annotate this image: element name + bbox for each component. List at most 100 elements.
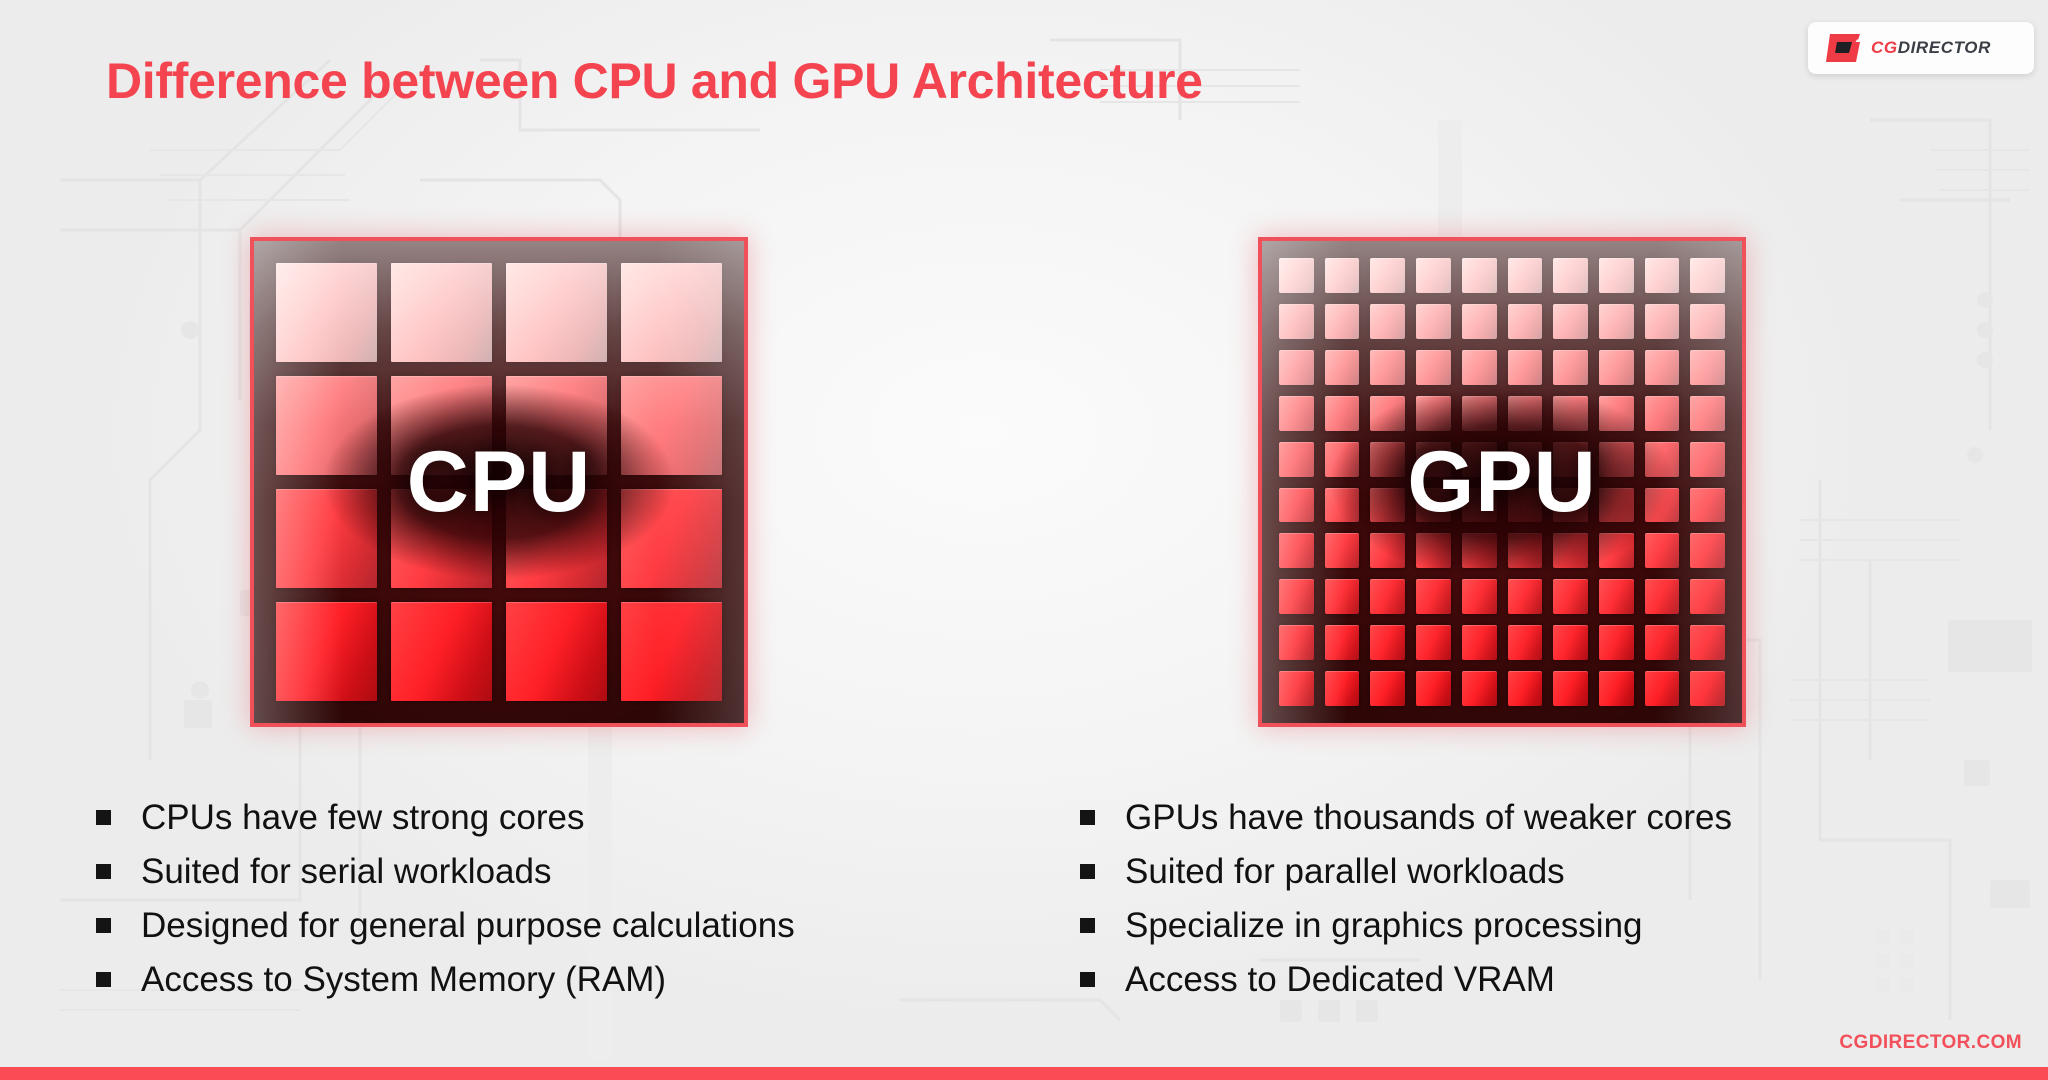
gpu-core xyxy=(1461,258,1497,293)
gpu-core xyxy=(1690,395,1725,431)
gpu-core xyxy=(1416,671,1451,706)
gpu-chip-illustration: GPU xyxy=(1258,237,1746,727)
cpu-core xyxy=(391,602,492,701)
gpu-core xyxy=(1553,671,1588,706)
list-item-label: Specialize in graphics processing xyxy=(1125,906,1643,945)
cpu-core xyxy=(391,263,492,362)
gpu-core xyxy=(1598,303,1634,339)
gpu-core xyxy=(1416,625,1451,661)
list-item: Specialize in graphics processing xyxy=(1080,908,1732,962)
gpu-core xyxy=(1416,395,1451,431)
footer-accent-bar xyxy=(0,1067,2048,1080)
gpu-core xyxy=(1416,533,1451,569)
gpu-core xyxy=(1370,303,1406,339)
gpu-core xyxy=(1598,349,1634,385)
cpu-chip-label: CPU xyxy=(406,434,592,530)
gpu-core xyxy=(1553,395,1588,431)
gpu-core xyxy=(1370,625,1406,661)
list-item: GPUs have thousands of weaker cores xyxy=(1080,800,1732,854)
gpu-core xyxy=(1553,625,1588,661)
gpu-core xyxy=(1324,395,1360,431)
gpu-core xyxy=(1553,579,1588,615)
gpu-core xyxy=(1279,395,1314,431)
gpu-core xyxy=(1507,395,1543,431)
bullet-square-icon xyxy=(96,918,111,933)
gpu-core xyxy=(1507,671,1543,706)
gpu-core xyxy=(1279,533,1314,569)
gpu-core xyxy=(1507,625,1543,661)
gpu-core xyxy=(1644,579,1680,615)
page-title: Difference between CPU and GPU Architect… xyxy=(106,53,1203,109)
list-item-label: GPUs have thousands of weaker cores xyxy=(1125,798,1732,837)
gpu-core xyxy=(1370,258,1406,293)
gpu-core xyxy=(1324,579,1360,615)
cpu-chip-illustration: CPU xyxy=(250,237,748,727)
gpu-core xyxy=(1461,625,1497,661)
cpu-core xyxy=(621,263,722,362)
gpu-chip-label: GPU xyxy=(1407,434,1597,530)
gpu-core xyxy=(1461,671,1497,706)
gpu-core xyxy=(1279,579,1314,615)
gpu-core xyxy=(1598,579,1634,615)
bullet-square-icon xyxy=(1080,810,1095,825)
cpu-core xyxy=(506,263,607,362)
footer-watermark: CGDIRECTOR.COM xyxy=(1839,1032,2022,1053)
gpu-core xyxy=(1598,625,1634,661)
gpu-core xyxy=(1461,303,1497,339)
gpu-core xyxy=(1461,395,1497,431)
gpu-core xyxy=(1507,533,1543,569)
gpu-core xyxy=(1690,579,1725,615)
gpu-core xyxy=(1690,533,1725,569)
gpu-core xyxy=(1416,349,1451,385)
gpu-core xyxy=(1416,303,1451,339)
gpu-core xyxy=(1416,258,1451,293)
gpu-core xyxy=(1507,579,1543,615)
cgdirector-logo-badge[interactable]: CGDIRECTOR xyxy=(1808,22,2034,74)
gpu-core xyxy=(1279,258,1314,293)
list-item-label: Suited for serial workloads xyxy=(141,852,552,891)
logo-wordmark: CGDIRECTOR xyxy=(1871,38,1991,58)
gpu-core xyxy=(1370,533,1406,569)
gpu-feature-list: GPUs have thousands of weaker cores Suite… xyxy=(1080,800,1732,1016)
cpu-core xyxy=(276,263,377,362)
gpu-core xyxy=(1598,258,1634,293)
gpu-core xyxy=(1324,258,1360,293)
list-item-label: CPUs have few strong cores xyxy=(141,798,585,837)
gpu-core xyxy=(1644,671,1680,706)
gpu-core xyxy=(1553,303,1588,339)
gpu-core xyxy=(1370,671,1406,706)
gpu-core xyxy=(1324,533,1360,569)
gpu-core xyxy=(1370,579,1406,615)
gpu-core xyxy=(1644,303,1680,339)
gpu-core xyxy=(1644,395,1680,431)
cpu-core xyxy=(276,602,377,701)
gpu-core xyxy=(1279,625,1314,661)
gpu-core xyxy=(1370,395,1406,431)
gpu-core xyxy=(1553,533,1588,569)
gpu-core xyxy=(1279,349,1314,385)
gpu-core xyxy=(1644,625,1680,661)
gpu-core xyxy=(1553,349,1588,385)
list-item: CPUs have few strong cores xyxy=(96,800,795,854)
gpu-core xyxy=(1507,303,1543,339)
gpu-core xyxy=(1324,303,1360,339)
gpu-core xyxy=(1324,349,1360,385)
gpu-core xyxy=(1553,258,1588,293)
cpu-core xyxy=(506,602,607,701)
gpu-core xyxy=(1461,579,1497,615)
gpu-core xyxy=(1461,533,1497,569)
gpu-core xyxy=(1690,671,1725,706)
bullet-square-icon xyxy=(96,972,111,987)
list-item-label: Access to Dedicated VRAM xyxy=(1125,960,1555,999)
bullet-square-icon xyxy=(1080,972,1095,987)
gpu-core xyxy=(1279,671,1314,706)
gpu-core xyxy=(1598,533,1634,569)
list-item-label: Suited for parallel workloads xyxy=(1125,852,1565,891)
gpu-core xyxy=(1507,258,1543,293)
gpu-core xyxy=(1690,258,1725,293)
cgdirector-logo-mark xyxy=(1826,34,1860,62)
list-item: Designed for general purpose calculation… xyxy=(96,908,795,962)
gpu-core xyxy=(1279,303,1314,339)
gpu-core xyxy=(1598,671,1634,706)
list-item-label: Designed for general purpose calculation… xyxy=(141,906,795,945)
